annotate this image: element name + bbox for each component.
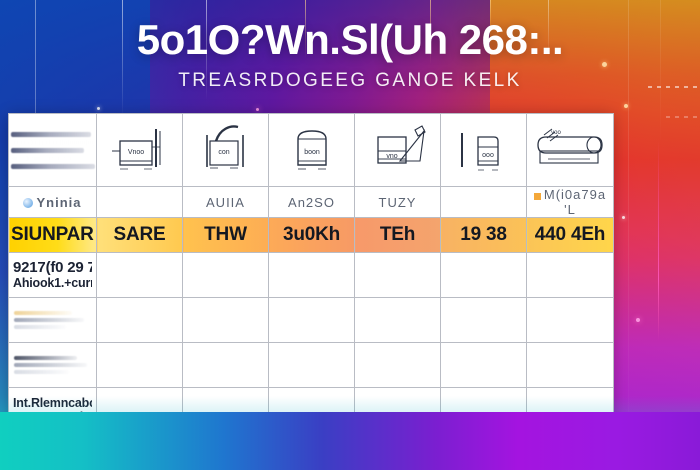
svg-text:Vnoo: Vnoo [127, 149, 143, 156]
accent-line [548, 0, 549, 56]
column-icon-rounded-box-icon[interactable]: boon [268, 113, 355, 187]
table-row[interactable] [8, 342, 614, 388]
column-icon-cabinet-front-icon[interactable]: Vnoo [96, 113, 183, 187]
sparkle-dot [624, 104, 628, 108]
svg-text:boon: boon [304, 149, 320, 156]
highlight-value-2: 3u0Kh [268, 217, 355, 253]
accent-line [660, 0, 661, 140]
row-label-cell [8, 297, 97, 343]
sparkle-dot [636, 318, 640, 322]
cell [440, 297, 527, 343]
column-label-3: TUZY [354, 186, 441, 218]
svg-text:con: con [218, 149, 229, 156]
dash-accent [666, 116, 700, 118]
column-label-0 [96, 186, 183, 218]
cell [354, 252, 441, 298]
square-marker-icon [533, 192, 541, 200]
column-label-5: M(i0a79a 'L [543, 187, 607, 217]
accent-line [628, 0, 629, 470]
accent-line [658, 140, 659, 340]
cell [354, 297, 441, 343]
dash-accent [648, 86, 700, 88]
cell [354, 342, 441, 388]
sparkle-dot [602, 62, 607, 67]
table-row[interactable] [8, 297, 614, 343]
brand-dot-icon [23, 197, 34, 208]
row-label-secondary: Ahiook1.+currloliep [13, 276, 92, 291]
highlight-value-1: THW [182, 217, 269, 253]
box-with-arrow-icon: vno [376, 125, 426, 164]
corner-blurb-line [11, 147, 85, 153]
svg-text:ooo: ooo [482, 152, 494, 159]
sparkle-dot [97, 107, 100, 110]
cabinet-front-icon: Vnoo [111, 129, 160, 170]
row-label-line [14, 356, 78, 360]
column-label-4 [440, 186, 527, 218]
row-label-line [14, 370, 70, 374]
cell [96, 342, 183, 388]
row-label-primary: 9217(f0 29 70 [13, 259, 92, 277]
row-label-line [14, 325, 67, 329]
row-label-cell: 9217(f0 29 70 Ahiook1.+currloliep [8, 252, 97, 298]
column-icon-panel-door-icon[interactable]: ooo [440, 113, 527, 187]
highlight-value-5: 440 4Eh [526, 217, 614, 253]
cell [440, 252, 527, 298]
table-row[interactable]: 9217(f0 29 70 Ahiook1.+currloliep [8, 252, 614, 298]
table-header-icon-row: Vnoo con [8, 113, 614, 187]
accent-line [490, 0, 491, 30]
corner-label: Yninia [36, 194, 82, 210]
row-label-line [14, 318, 84, 322]
bottom-gradient-bar [0, 412, 700, 470]
cell [182, 342, 269, 388]
column-label-5-cell: M(i0a79a 'L [526, 186, 614, 218]
sparkle-dot [622, 216, 625, 219]
panel-door-icon: ooo [460, 133, 499, 171]
accent-line [305, 0, 306, 58]
row-label-line [14, 311, 73, 315]
cell [440, 342, 527, 388]
column-icon-cylinder-tank-icon[interactable]: voo [526, 113, 614, 187]
highlight-value-4: 19 38 [440, 217, 527, 253]
table-corner-label-cell: Yninia [8, 186, 97, 218]
accent-line [122, 0, 123, 118]
corner-blurb-line [11, 155, 74, 161]
cylinder-tank-icon: voo [537, 128, 603, 164]
column-label-1: AUIIA [182, 186, 269, 218]
cell [182, 297, 269, 343]
cell [526, 252, 614, 298]
row-label-cell [8, 342, 97, 388]
column-label-2: An2SO [268, 186, 355, 218]
cell [268, 252, 355, 298]
table-header-label-row: Yninia AUIIA An2SO TUZY M(i0a79a 'L [8, 186, 614, 218]
sparkle-dot [256, 108, 259, 111]
cell [268, 297, 355, 343]
corner-blurb-line [11, 139, 95, 145]
cell [96, 297, 183, 343]
cell [526, 342, 614, 388]
row-label-line [14, 363, 87, 367]
chair-side-icon: con [205, 125, 244, 169]
highlight-value-0: SARE [96, 217, 183, 253]
cell [268, 342, 355, 388]
svg-text:voo: voo [551, 130, 561, 136]
column-icon-box-with-arrow-icon[interactable]: vno [354, 113, 441, 187]
highlight-row-label: SIUNPAR [8, 217, 97, 253]
highlighted-value-row[interactable]: SIUNPAR SARE THW 3u0Kh TEh 19 38 440 4Eh [8, 217, 614, 253]
svg-text:vno: vno [386, 153, 397, 160]
highlight-value-3: TEh [354, 217, 441, 253]
rounded-box-icon: boon [296, 130, 327, 170]
cell [96, 252, 183, 298]
corner-blurb-line [11, 163, 95, 169]
cell [182, 252, 269, 298]
row-label-primary: Int.Rlemncabontsp [13, 396, 92, 410]
accent-line [430, 0, 431, 64]
accent-line [206, 0, 207, 100]
cell [526, 297, 614, 343]
column-icon-chair-side-icon[interactable]: con [182, 113, 269, 187]
corner-blurb-line [11, 131, 92, 137]
table-corner-cell [8, 113, 97, 187]
